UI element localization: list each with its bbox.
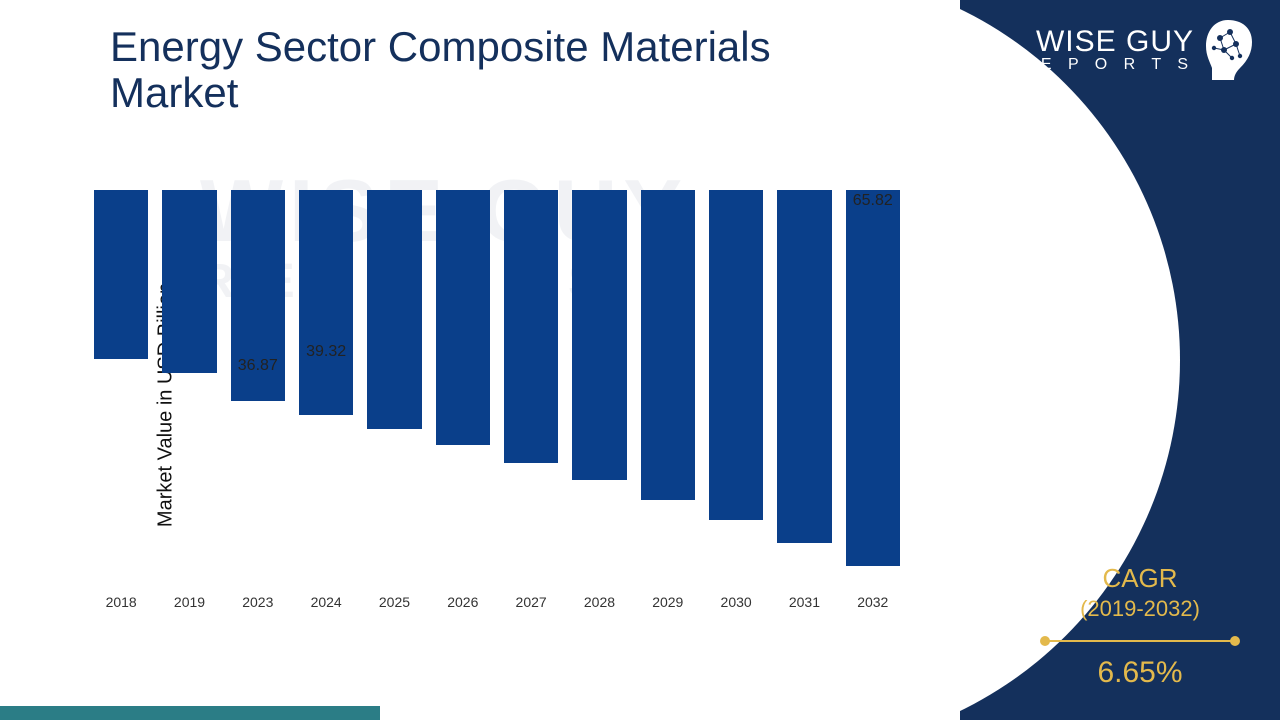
x-tick-label: 2029: [641, 594, 695, 610]
x-tick-label: 2030: [709, 594, 763, 610]
x-tick-label: 2031: [777, 594, 831, 610]
cagr-divider: [1045, 640, 1235, 642]
x-tick-label: 2019: [162, 594, 216, 610]
x-tick-label: 2026: [436, 594, 490, 610]
bar: [846, 190, 900, 566]
bar-wrap: [709, 190, 763, 590]
bar-wrap: [641, 190, 695, 590]
bar: [367, 190, 421, 429]
bar-wrap: [367, 190, 421, 590]
x-tick-label: 2023: [231, 594, 285, 610]
brand-logo-line2: R E P O R T S: [1013, 57, 1194, 73]
bar-chart: Market Value in USD Billion 36.8739.3265…: [80, 190, 900, 620]
bar-value-label: 39.32: [306, 343, 346, 361]
cagr-title: CAGR: [1000, 563, 1280, 594]
bar: [436, 190, 490, 445]
x-tick-label: 2025: [367, 594, 421, 610]
bar-wrap: [572, 190, 626, 590]
bar-wrap: 36.87: [231, 190, 285, 590]
x-tick-label: 2028: [572, 594, 626, 610]
x-tick-label: 2027: [504, 594, 558, 610]
bar: [94, 190, 148, 359]
brand-head-icon: [1200, 18, 1256, 82]
bar-value-label: 36.87: [238, 357, 278, 375]
bar: [504, 190, 558, 463]
bottom-accent-strip: [0, 706, 380, 720]
bar: [709, 190, 763, 520]
chart-plot-area: 36.87 39.32 65.82: [94, 190, 900, 590]
bar: [641, 190, 695, 500]
bar-wrap: 65.82: [846, 190, 900, 590]
cagr-block: CAGR (2019-2032) 6.65%: [1000, 563, 1280, 690]
bar-wrap: [777, 190, 831, 590]
bar-wrap: [162, 190, 216, 590]
bar: [162, 190, 216, 373]
bar-wrap: 39.32: [299, 190, 353, 590]
bar: [572, 190, 626, 480]
x-tick-label: 2024: [299, 594, 353, 610]
brand-logo-text: WISE GUY R E P O R T S: [1013, 27, 1194, 73]
bar: [299, 190, 353, 415]
chart-title: Energy Sector Composite Materials Market: [110, 24, 850, 116]
cagr-value: 6.65%: [1000, 656, 1280, 690]
x-tick-label: 2032: [846, 594, 900, 610]
bar-wrap: [436, 190, 490, 590]
bar-wrap: [94, 190, 148, 590]
cagr-range: (2019-2032): [1000, 596, 1280, 622]
x-tick-label: 2018: [94, 594, 148, 610]
bar-value-label: 65.82: [853, 192, 893, 210]
bar-wrap: [504, 190, 558, 590]
bar: [777, 190, 831, 543]
x-axis-labels: 2018 2019 2023 2024 2025 2026 2027 2028 2029 2030…: [94, 594, 900, 610]
brand-logo-line1: WISE GUY: [1013, 27, 1194, 57]
brand-logo: WISE GUY R E P O R T S: [976, 18, 1256, 82]
